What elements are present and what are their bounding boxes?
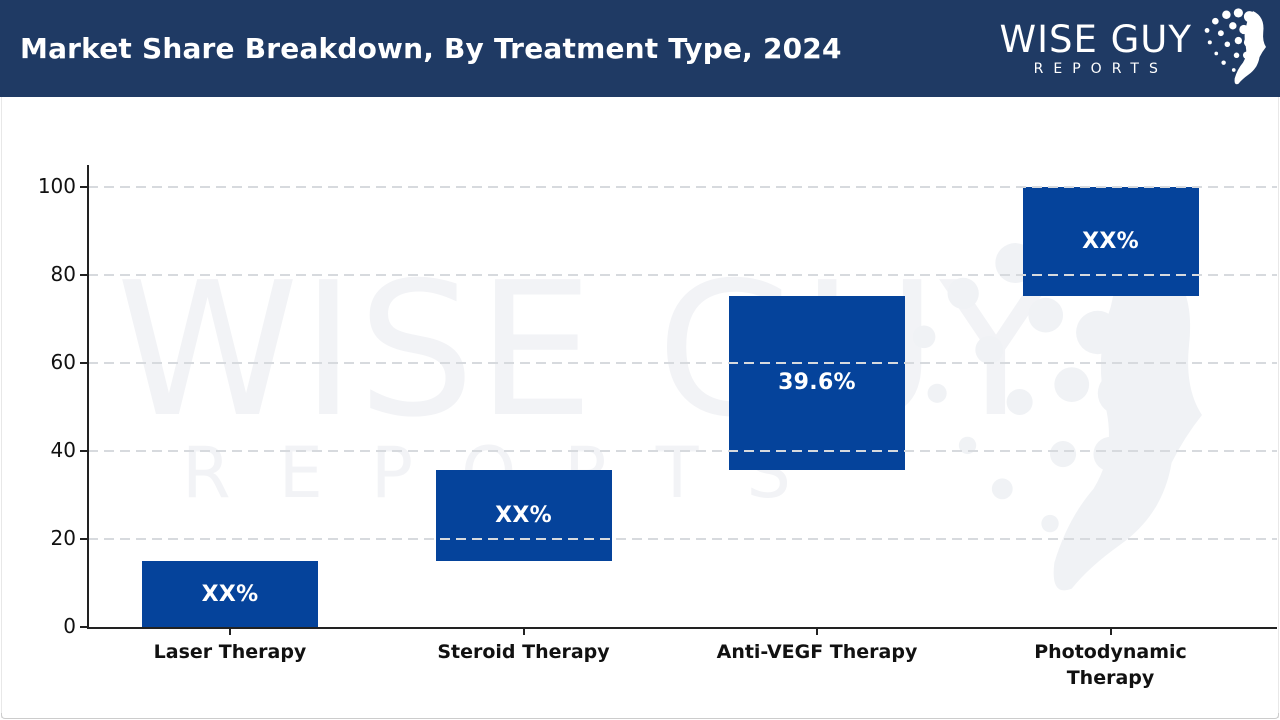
- gridline: [88, 450, 1277, 452]
- y-axis-spine: [87, 165, 89, 629]
- x-tick: [816, 629, 818, 635]
- y-tick-label: 60: [50, 350, 76, 374]
- bar: XX%: [142, 561, 318, 627]
- bar: XX%: [435, 469, 612, 561]
- gridline: [88, 362, 1277, 364]
- bar-value-label: XX%: [201, 581, 259, 607]
- y-tick-label: 20: [50, 526, 76, 550]
- y-tick-label: 100: [37, 174, 76, 198]
- page-title: Market Share Breakdown, By Treatment Typ…: [20, 32, 842, 65]
- y-tick: [80, 274, 88, 276]
- frame-left-border: [1, 97, 2, 718]
- gridline: [88, 538, 1277, 540]
- brand-logo: WISE GUY REPORTS: [1000, 7, 1280, 91]
- brand-subtitle: REPORTS: [1033, 61, 1168, 77]
- y-tick-label: 0: [63, 614, 76, 638]
- frame-bottom-border: [1, 713, 1279, 719]
- bar-value-label: XX%: [495, 502, 552, 528]
- y-tick: [80, 538, 88, 540]
- x-axis-spine: [87, 627, 1277, 629]
- frame-right-border: [1278, 97, 1279, 718]
- x-tick: [522, 629, 525, 635]
- y-tick-label: 40: [50, 438, 76, 462]
- x-category-label: Anti-VEGF Therapy: [716, 641, 918, 663]
- y-tick: [80, 362, 88, 364]
- y-tick: [80, 450, 88, 452]
- gridline: [88, 186, 1277, 188]
- x-tick: [1109, 629, 1112, 635]
- brand-logo-text: WISE GUY REPORTS: [1000, 21, 1192, 76]
- x-category-label: Laser Therapy: [153, 641, 307, 663]
- x-tick: [229, 629, 231, 635]
- x-category-label: Photodynamic Therapy: [1034, 641, 1187, 689]
- bar: XX%: [1022, 187, 1199, 296]
- brand-name: WISE GUY: [999, 18, 1192, 61]
- face-dots-logo-icon: [1196, 7, 1266, 91]
- x-category-label: Steroid Therapy: [437, 641, 610, 663]
- y-tick: [80, 626, 88, 628]
- y-tick: [80, 186, 88, 188]
- header: Market Share Breakdown, By Treatment Typ…: [0, 0, 1280, 97]
- bar-value-label: XX%: [1082, 228, 1139, 254]
- gridline: [88, 274, 1277, 276]
- bar-value-label: 39.6%: [778, 370, 856, 396]
- bar: 39.6%: [729, 295, 905, 470]
- y-tick-label: 80: [50, 262, 76, 286]
